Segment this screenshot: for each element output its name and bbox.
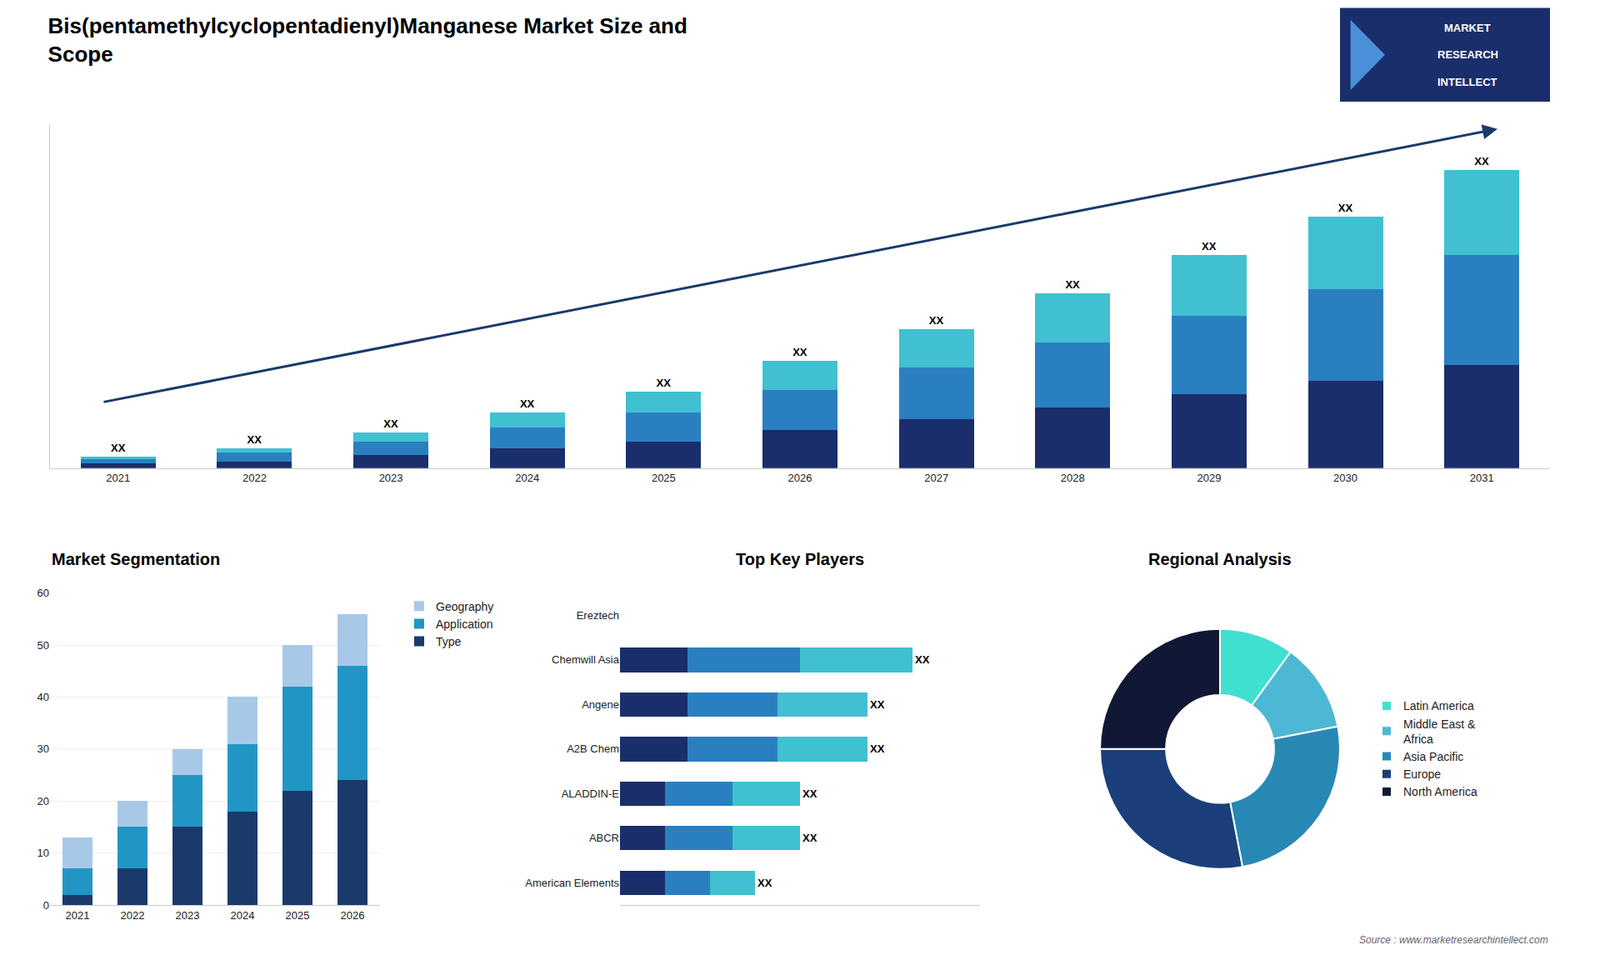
svg-text:Regional Analysis: Regional Analysis <box>1148 550 1292 569</box>
svg-text:Latin America: Latin America <box>1403 699 1475 713</box>
svg-text:Ereztech: Ereztech <box>576 609 620 622</box>
svg-text:ALADDIN-E: ALADDIN-E <box>561 787 620 800</box>
svg-text:40: 40 <box>37 690 50 704</box>
svg-text:30: 30 <box>37 742 50 755</box>
svg-text:Application: Application <box>435 617 494 631</box>
svg-text:Bis(pentamethylcyclopentadieny: Bis(pentamethylcyclopentadienyl)Manganes… <box>48 13 688 67</box>
svg-text:XX: XX <box>110 441 126 455</box>
svg-text:XX: XX <box>1338 201 1354 215</box>
svg-text:XX: XX <box>656 376 672 390</box>
svg-text:XX: XX <box>802 787 818 800</box>
svg-text:XX: XX <box>1474 155 1490 168</box>
svg-text:2024: 2024 <box>230 909 255 922</box>
svg-text:RESEARCH: RESEARCH <box>1437 48 1499 61</box>
svg-text:2022: 2022 <box>242 471 267 485</box>
svg-text:Chemwill Asia: Chemwill Asia <box>551 653 620 666</box>
svg-text:MARKET: MARKET <box>1444 21 1491 35</box>
svg-text:60: 60 <box>37 586 50 600</box>
svg-text:XX: XX <box>870 698 885 711</box>
svg-text:XX: XX <box>802 831 818 845</box>
svg-text:0: 0 <box>43 899 50 912</box>
svg-text:Asia Pacific: Asia Pacific <box>1403 750 1464 764</box>
svg-text:2021: 2021 <box>65 909 90 922</box>
svg-text:XX: XX <box>929 314 945 327</box>
svg-text:2024: 2024 <box>515 471 540 485</box>
svg-text:2031: 2031 <box>1470 471 1495 485</box>
svg-text:Middle East &Africa: Middle East &Africa <box>1403 717 1476 746</box>
svg-text:2026: 2026 <box>788 471 813 485</box>
svg-text:Top Key Players: Top Key Players <box>735 550 865 569</box>
svg-text:XX: XX <box>383 417 399 430</box>
svg-text:Geography: Geography <box>435 600 494 614</box>
svg-text:XX: XX <box>792 345 808 359</box>
svg-text:2030: 2030 <box>1333 471 1358 485</box>
svg-text:XX: XX <box>757 876 773 890</box>
svg-text:Europe: Europe <box>1403 767 1441 781</box>
svg-text:2022: 2022 <box>120 909 145 922</box>
svg-text:2023: 2023 <box>379 471 404 485</box>
svg-text:2027: 2027 <box>924 471 949 485</box>
svg-text:North America: North America <box>1403 785 1478 799</box>
svg-text:A2B Chem: A2B Chem <box>566 742 620 755</box>
svg-text:2028: 2028 <box>1060 471 1085 485</box>
svg-text:2021: 2021 <box>105 471 130 485</box>
svg-text:Type: Type <box>435 635 462 649</box>
svg-text:ABCR: ABCR <box>589 831 620 845</box>
svg-text:XX: XX <box>870 742 885 755</box>
svg-text:2025: 2025 <box>285 909 310 922</box>
svg-text:2025: 2025 <box>651 471 676 485</box>
svg-text:XX: XX <box>915 653 930 666</box>
svg-text:XX: XX <box>247 433 263 446</box>
svg-text:INTELLECT: INTELLECT <box>1437 75 1498 89</box>
svg-text:Angene: Angene <box>581 698 620 711</box>
svg-text:50: 50 <box>37 639 50 652</box>
svg-text:Market Segmentation: Market Segmentation <box>51 550 220 569</box>
svg-text:Source : www.marketresearchint: Source : www.marketresearchintellect.com <box>1359 934 1549 946</box>
svg-text:2023: 2023 <box>175 909 200 922</box>
svg-text:2026: 2026 <box>340 909 365 922</box>
svg-text:American Elements: American Elements <box>525 876 620 890</box>
svg-text:10: 10 <box>37 846 50 860</box>
svg-text:XX: XX <box>1201 240 1217 253</box>
svg-text:2029: 2029 <box>1196 471 1221 485</box>
svg-text:XX: XX <box>1065 278 1080 291</box>
svg-text:20: 20 <box>37 795 50 808</box>
svg-text:XX: XX <box>520 397 535 410</box>
